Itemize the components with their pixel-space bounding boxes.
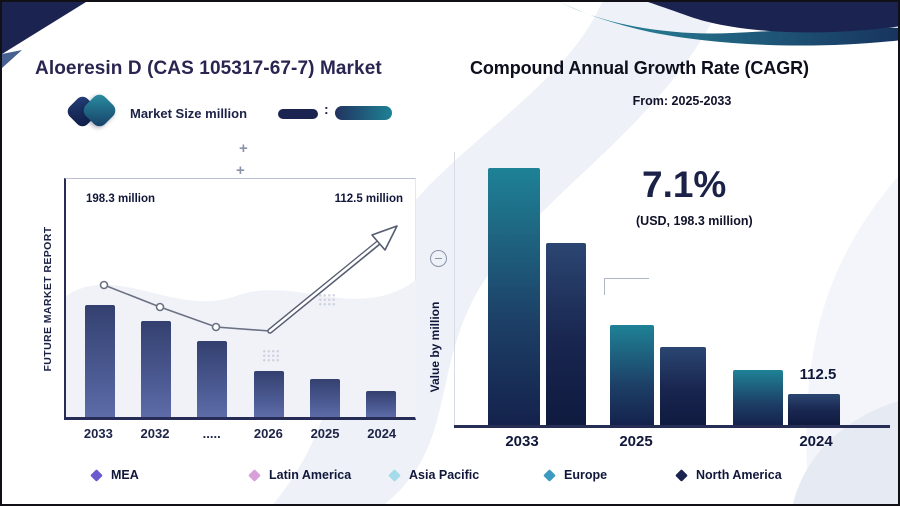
bracket-decor: [604, 278, 649, 295]
top-band-teal: [560, 2, 898, 46]
legend-item: MEA: [90, 468, 139, 482]
legend-item: Latin America: [248, 468, 352, 482]
bar: [141, 321, 172, 417]
legend-item: Asia Pacific: [388, 468, 480, 482]
trend-marker: [211, 322, 221, 332]
annotation-last-value: 112.5 million: [334, 193, 403, 205]
left-y-axis-label: FUTURE MARKET REPORT: [42, 226, 54, 372]
legend-diamond-icon: [675, 468, 688, 482]
legend-label: Latin America: [269, 468, 352, 482]
trend-marker: [99, 280, 109, 290]
arrow-shaft: [268, 236, 386, 333]
bar: [197, 341, 228, 417]
plus-mark: +: [236, 162, 245, 179]
bar: [546, 243, 586, 426]
left-x-axis: 2033 2032..... 2026 2025 2024: [64, 426, 416, 441]
bar: [309, 379, 340, 417]
legend-colon: :: [324, 101, 329, 117]
bar: [85, 305, 116, 417]
x-tick-label: 2033: [83, 426, 113, 441]
right-x-axis: 2033 2025 2024: [454, 433, 890, 455]
legend-diamond-icon: [388, 468, 401, 482]
cagr-value: 7.1%: [642, 164, 727, 205]
plus-mark: +: [239, 140, 248, 157]
x-tick-label: 2026: [253, 426, 283, 441]
bar-value-label: 112.5: [799, 366, 837, 383]
x-tick-label: 2025: [310, 426, 340, 441]
arrow-head-icon: [371, 225, 398, 251]
legend-pill-teal: [335, 106, 392, 120]
trend-polyline: [103, 284, 271, 332]
bar: [488, 168, 540, 426]
region-legend: MEA Latin America Asia Pacific Europe North …: [2, 464, 898, 490]
left-chart-plot-area: 198.3 million 112.5 million: [64, 178, 416, 420]
x-tick-label: 2024: [799, 433, 833, 450]
bar: [788, 394, 840, 426]
right-subtitle: From: 2025-2033: [632, 94, 732, 108]
legend-diamond-icon: [90, 468, 103, 482]
trend-marker: [155, 302, 165, 312]
minus-circle-icon: [430, 250, 447, 267]
legend-label: Europe: [564, 468, 608, 482]
right-y-axis-label: Value by million: [428, 301, 442, 393]
x-tick-label: .....: [202, 426, 221, 441]
legend-label: Asia Pacific: [409, 468, 480, 482]
bar: [610, 325, 654, 426]
bar: [365, 391, 396, 417]
right-bars: [454, 152, 890, 426]
bar: [253, 371, 284, 417]
right-y-axis-line: [454, 152, 455, 426]
legend-item: Europe: [543, 468, 608, 482]
x-tick-label: 2032: [140, 426, 170, 441]
top-band-navy: [648, 2, 898, 33]
corner-wedge: [2, 2, 86, 54]
x-tick-label: 2025: [619, 433, 653, 450]
bar: [660, 347, 706, 426]
x-tick-label: 2024: [367, 426, 397, 441]
market-size-icon: [64, 91, 120, 130]
cagr-caption: (USD, 198.3 million): [636, 214, 753, 228]
right-panel-title: Compound Annual Growth Rate (CAGR): [470, 58, 809, 78]
legend-diamond-icon: [543, 468, 556, 482]
bar: [733, 370, 783, 426]
legend-diamond-icon: [248, 468, 261, 482]
legend-item: North America: [675, 468, 782, 482]
left-panel-title: Aloeresin D (CAS 105317-67-7) Market: [35, 58, 382, 79]
minus-dash: [435, 257, 442, 260]
legend-label: MEA: [111, 468, 139, 482]
annotation-first-value: 198.3 million: [86, 193, 156, 205]
corner-wedge-accent: [2, 50, 22, 68]
dot-grid-decor: [262, 349, 280, 362]
legend-pill-navy: [278, 109, 318, 119]
trend-line: [99, 225, 398, 334]
market-size-label: Market Size million: [130, 106, 248, 121]
legend-label: North America: [696, 468, 782, 482]
left-bars: [66, 179, 415, 417]
right-x-axis-line: [454, 425, 890, 428]
x-tick-label: 2033: [505, 433, 539, 450]
dot-grid-decor: [318, 293, 336, 306]
